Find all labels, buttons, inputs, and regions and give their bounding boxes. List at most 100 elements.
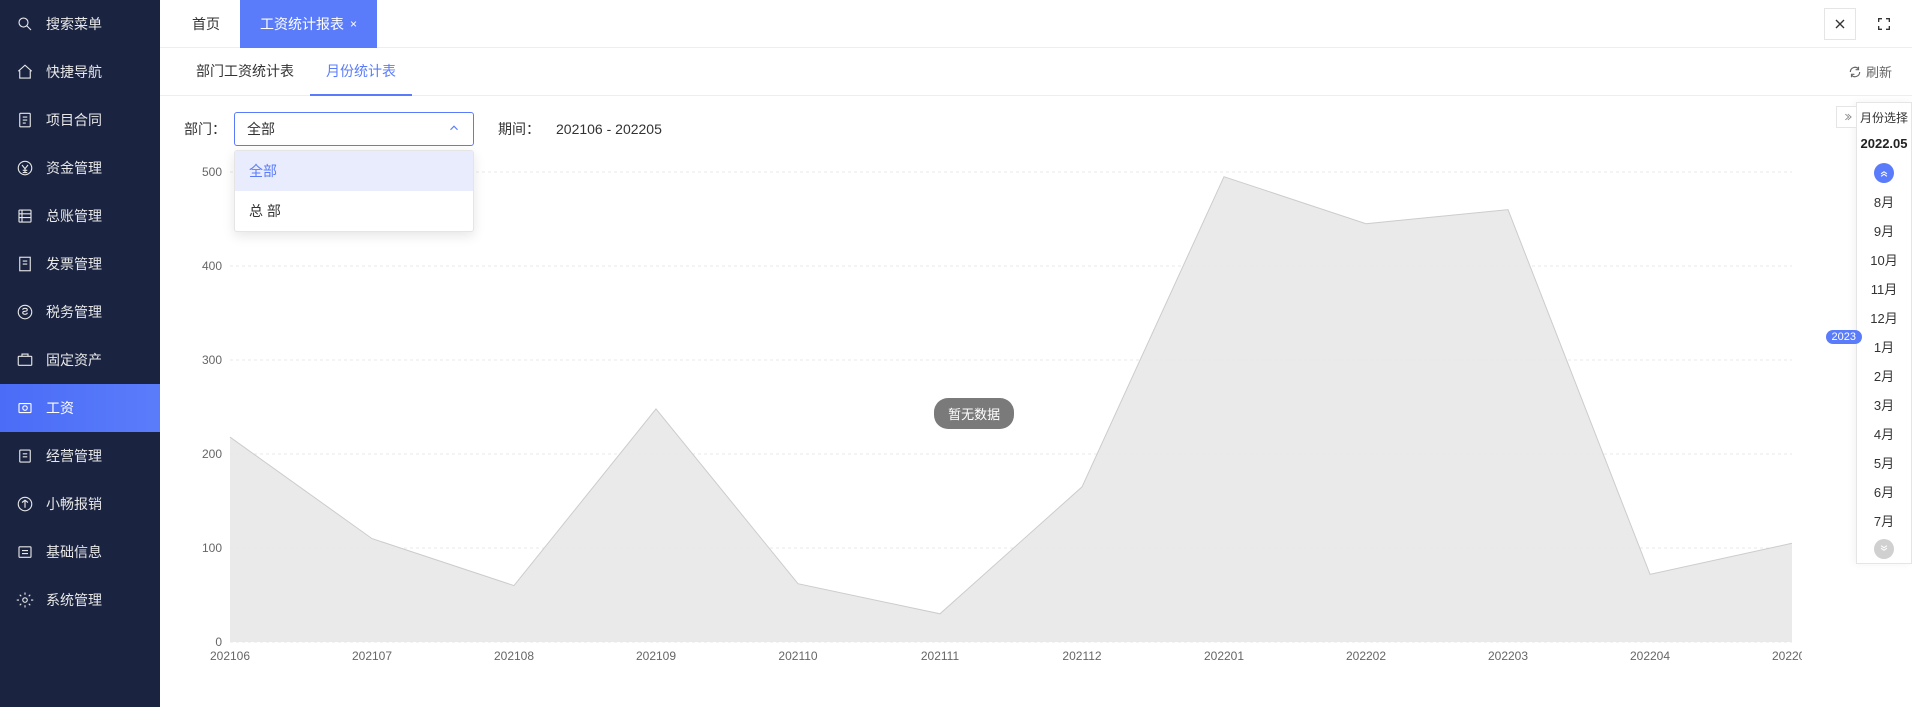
x-tick-label: 202112 — [1062, 649, 1101, 663]
month-panel: 月份选择 2022.05 8月9月10月11月12月1月2月3月4月5月6月7月 — [1856, 102, 1912, 564]
y-tick-label: 300 — [202, 353, 222, 367]
sidebar-item-money[interactable]: 资金管理 — [0, 144, 160, 192]
month-item[interactable]: 12月 — [1857, 303, 1911, 332]
sidebar-item-label: 快捷导航 — [46, 62, 102, 82]
month-item[interactable]: 1月 — [1857, 332, 1911, 361]
sidebar-item-label: 工资 — [46, 398, 74, 418]
y-tick-label: 100 — [202, 541, 222, 555]
month-list: 8月9月10月11月12月1月2月3月4月5月6月7月 — [1857, 187, 1911, 535]
month-item[interactable]: 9月 — [1857, 216, 1911, 245]
sidebar-item-label: 搜索菜单 — [46, 14, 102, 34]
y-tick-label: 0 — [215, 635, 222, 649]
y-tick-label: 500 — [202, 165, 222, 179]
fullscreen-button[interactable] — [1868, 8, 1900, 40]
dept-select[interactable]: 全部 — [234, 112, 474, 146]
dropdown-option[interactable]: 全部 — [235, 151, 473, 191]
sidebar-item-asset[interactable]: 固定资产 — [0, 336, 160, 384]
close-icon[interactable]: × — [350, 17, 357, 31]
sidebar-item-label: 总账管理 — [46, 206, 102, 226]
sidebar-item-business[interactable]: 经营管理 — [0, 432, 160, 480]
period-value: 202106 - 202205 — [556, 121, 662, 137]
sub-tabs: 部门工资统计表月份统计表 刷新 — [160, 48, 1912, 96]
sidebar-item-info[interactable]: 基础信息 — [0, 528, 160, 576]
close-tab-button[interactable] — [1824, 8, 1856, 40]
sidebar-item-label: 基础信息 — [46, 542, 102, 562]
ledger-icon — [16, 207, 34, 225]
sidebar-item-settings[interactable]: 系统管理 — [0, 576, 160, 624]
sidebar: 搜索菜单快捷导航项目合同资金管理总账管理发票管理税务管理固定资产工资经营管理小畅… — [0, 0, 160, 707]
sidebar-item-label: 经营管理 — [46, 446, 102, 466]
search-icon — [16, 15, 34, 33]
period-label: 期间： — [498, 119, 540, 139]
sidebar-item-label: 固定资产 — [46, 350, 102, 370]
collapse-panel-handle[interactable] — [1836, 106, 1856, 128]
month-item[interactable]: 2月 — [1857, 361, 1911, 390]
tab-label: 工资统计报表 — [260, 14, 344, 34]
month-item[interactable]: 3月 — [1857, 390, 1911, 419]
chevron-up-icon — [447, 121, 461, 138]
month-item[interactable]: 11月 — [1857, 274, 1911, 303]
contract-icon — [16, 111, 34, 129]
dept-label: 部门： — [184, 119, 226, 139]
home-icon — [16, 63, 34, 81]
sidebar-item-invoice[interactable]: 发票管理 — [0, 240, 160, 288]
tab[interactable]: 首页 — [172, 0, 240, 48]
dept-select-wrap: 全部 全部总 部 — [234, 112, 474, 146]
asset-icon — [16, 351, 34, 369]
sub-tab[interactable]: 月份统计表 — [310, 48, 412, 96]
y-tick-label: 400 — [202, 259, 222, 273]
sidebar-item-ledger[interactable]: 总账管理 — [0, 192, 160, 240]
content-area: 部门工资统计表月份统计表 刷新 部门： 全部 全部总 部 — [160, 48, 1912, 707]
sidebar-item-search[interactable]: 搜索菜单 — [0, 0, 160, 48]
filters-row: 部门： 全部 全部总 部 期间： 202106 - 202205 — [160, 96, 1912, 162]
y-tick-label: 200 — [202, 447, 222, 461]
sidebar-item-home[interactable]: 快捷导航 — [0, 48, 160, 96]
month-item[interactable]: 7月 — [1857, 506, 1911, 535]
sidebar-item-label: 发票管理 — [46, 254, 102, 274]
money-icon — [16, 159, 34, 177]
month-item[interactable]: 5月 — [1857, 448, 1911, 477]
settings-icon — [16, 591, 34, 609]
x-tick-label: 202108 — [494, 649, 534, 663]
month-item[interactable]: 6月 — [1857, 477, 1911, 506]
x-tick-label: 202201 — [1204, 649, 1244, 663]
main-area: 首页 工资统计报表 × 部门工资统计表月份统计表 刷新 部门： 全部 — [160, 0, 1912, 707]
no-data-badge: 暂无数据 — [934, 398, 1014, 429]
x-tick-label: 202203 — [1488, 649, 1528, 663]
info-icon — [16, 543, 34, 561]
x-tick-label: 202111 — [921, 649, 960, 663]
dept-select-value: 全部 — [247, 119, 275, 139]
x-tick-label: 202110 — [778, 649, 817, 663]
sidebar-item-label: 项目合同 — [46, 110, 102, 130]
x-tick-label: 202204 — [1630, 649, 1670, 663]
sidebar-item-label: 税务管理 — [46, 302, 102, 322]
dept-dropdown: 全部总 部 — [234, 150, 474, 232]
invoice-icon — [16, 255, 34, 273]
tax-icon — [16, 303, 34, 321]
year-badge: 2023 — [1826, 330, 1862, 344]
scroll-down-button[interactable] — [1874, 539, 1894, 559]
dropdown-option[interactable]: 总 部 — [235, 191, 473, 231]
sidebar-item-salary[interactable]: 工资 — [0, 384, 160, 432]
tab-label: 首页 — [192, 14, 220, 34]
sidebar-item-contract[interactable]: 项目合同 — [0, 96, 160, 144]
sub-tab[interactable]: 部门工资统计表 — [180, 48, 310, 96]
sidebar-item-label: 系统管理 — [46, 590, 102, 610]
sidebar-item-tax[interactable]: 税务管理 — [0, 288, 160, 336]
tab[interactable]: 工资统计报表 × — [240, 0, 377, 48]
salary-icon — [16, 399, 34, 417]
tab-bar: 首页 工资统计报表 × — [160, 0, 1912, 48]
x-tick-label: 202107 — [352, 649, 392, 663]
x-tick-label: 202106 — [210, 649, 250, 663]
month-panel-title: 月份选择 — [1860, 103, 1908, 132]
scroll-up-button[interactable] — [1874, 163, 1894, 183]
business-icon — [16, 447, 34, 465]
month-item[interactable]: 10月 — [1857, 245, 1911, 274]
refresh-button[interactable]: 刷新 — [1848, 62, 1892, 81]
month-item[interactable]: 8月 — [1857, 187, 1911, 216]
sidebar-item-label: 小畅报销 — [46, 494, 102, 514]
sidebar-item-expense[interactable]: 小畅报销 — [0, 480, 160, 528]
x-tick-label: 202202 — [1346, 649, 1386, 663]
month-item[interactable]: 4月 — [1857, 419, 1911, 448]
refresh-label: 刷新 — [1866, 62, 1892, 81]
